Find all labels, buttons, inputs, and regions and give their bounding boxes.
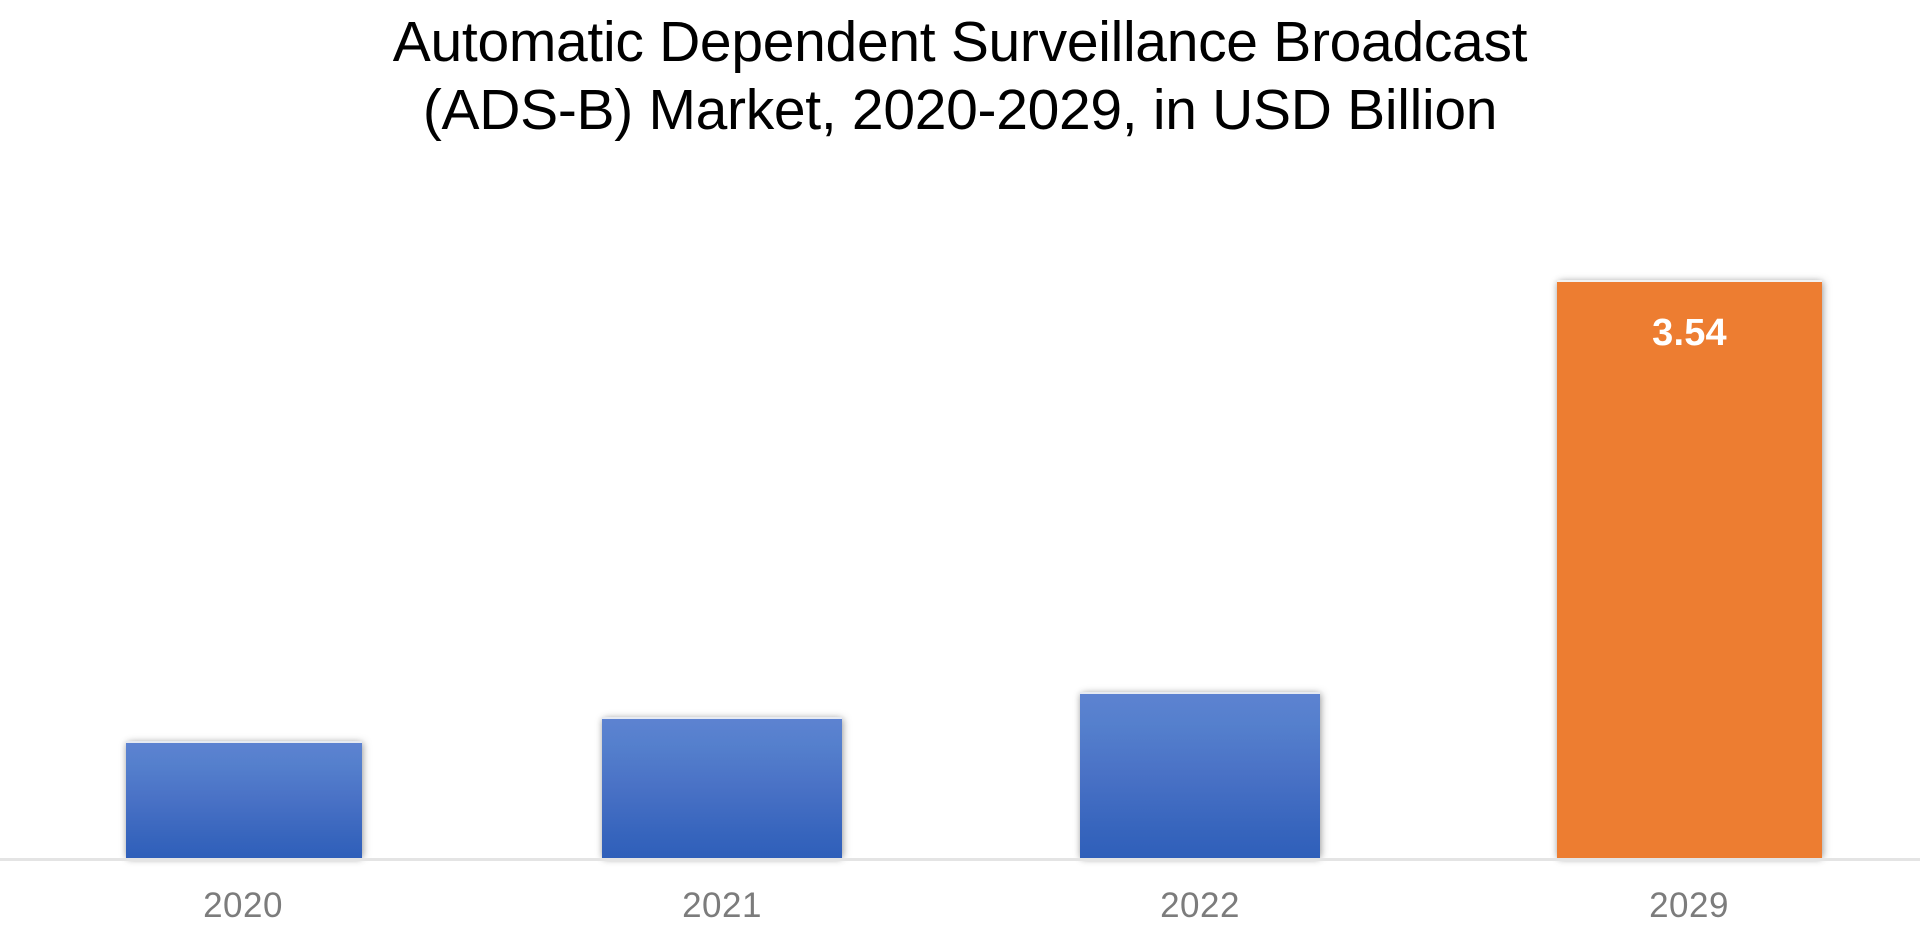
- x-axis-label-2021: 2021: [682, 886, 762, 925]
- bar-2020: [126, 741, 362, 858]
- x-axis-label-2022: 2022: [1160, 886, 1240, 925]
- x-axis-label-2029: 2029: [1649, 886, 1729, 925]
- bar-value-label-2029: 3.54: [1652, 312, 1727, 354]
- x-axis-label-2020: 2020: [203, 886, 283, 925]
- chart-title: Automatic Dependent Surveillance Broadca…: [392, 10, 1528, 142]
- bar-2022: [1080, 692, 1320, 858]
- x-axis-line: [0, 858, 1920, 861]
- bar-2021: [602, 717, 842, 858]
- bar-2029: 3.54: [1557, 280, 1822, 858]
- plot-area: 3.54: [0, 180, 1920, 860]
